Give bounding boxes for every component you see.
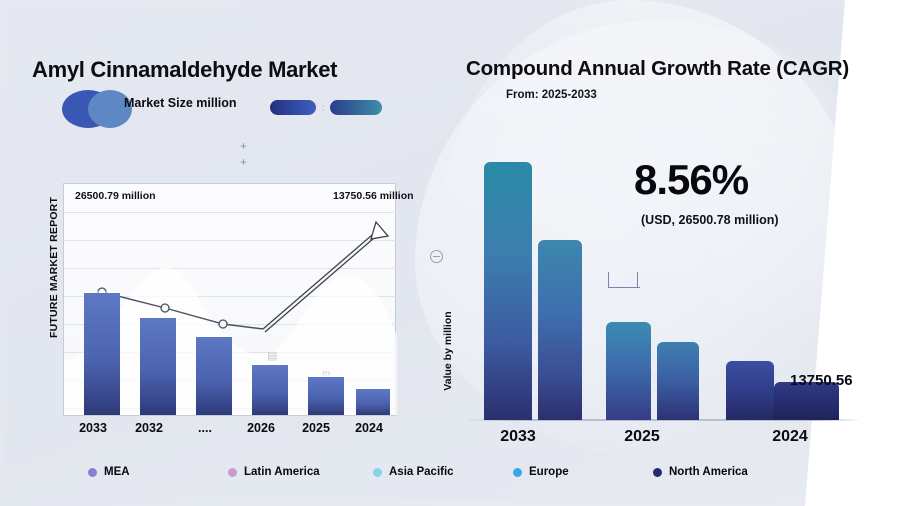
- bar-2025: [308, 375, 344, 415]
- pill-toggle-group[interactable]: :: [270, 100, 383, 115]
- pill-separator: :: [322, 103, 325, 112]
- y-axis-right-label: Value by million: [442, 311, 454, 391]
- bar-2032: [140, 316, 176, 415]
- legend-dot-mea: [88, 467, 97, 477]
- cagr-bar-2025-primary: [606, 322, 651, 420]
- legend-dot-asia-pacific: [373, 467, 382, 477]
- x-label-2025: 2025: [302, 421, 330, 435]
- y-axis-left-label: FUTURE MARKET REPORT: [48, 196, 60, 338]
- cagr-x-label-2025: 2025: [624, 428, 660, 445]
- legend-label-asia-pacific: Asia Pacific: [389, 466, 454, 478]
- market-size-label: Market Size million: [124, 96, 237, 110]
- cagr-bar-2033-primary: [484, 162, 532, 420]
- cagr-bar-2033-secondary: [538, 240, 582, 420]
- cagr-x-label-2033: 2033: [500, 428, 536, 445]
- bar-2033: [84, 291, 120, 415]
- cagr-bar-2025-secondary: [657, 342, 699, 420]
- x-label-dots: ....: [198, 421, 212, 435]
- cagr-bar-2024-secondary: [774, 382, 839, 420]
- bar-2026: [252, 363, 288, 415]
- legend-item-mea[interactable]: MEA: [88, 466, 228, 478]
- cagr-title: Compound Annual Growth Rate (CAGR): [466, 57, 850, 80]
- x-label-2032: 2032: [135, 421, 163, 435]
- x-label-2026: 2026: [247, 421, 275, 435]
- legend-item-europe[interactable]: Europe: [513, 466, 653, 478]
- legend-dot-latin-america: [228, 467, 237, 477]
- cagr-bar-2024-primary: [726, 361, 774, 420]
- pill-secondary[interactable]: [330, 100, 383, 115]
- plus-marks-icon: + +: [240, 139, 248, 169]
- caption-right-value: 13750.56 million: [333, 190, 414, 202]
- bar-dots: [196, 335, 232, 415]
- cagr-note: (USD, 26500.78 million): [641, 213, 779, 227]
- x-label-2024: 2024: [355, 421, 383, 435]
- cagr-chart-baseline: [468, 419, 858, 421]
- bar-2024: [356, 387, 390, 415]
- legend-label-latin-america: Latin America: [244, 466, 320, 478]
- legend-label-mea: MEA: [104, 466, 130, 478]
- cagr-x-label-2024: 2024: [772, 428, 808, 445]
- legend-item-asia-pacific[interactable]: Asia Pacific: [373, 466, 513, 478]
- ghost-tag-icon: ⊡: [322, 370, 330, 381]
- legend-dot-europe: [513, 467, 522, 477]
- bracket-decoration: [608, 272, 640, 288]
- venn-circles-icon: [62, 90, 132, 128]
- legend-label-europe: Europe: [529, 466, 569, 478]
- legend-item-north-america[interactable]: North America: [653, 466, 748, 478]
- bracket-decoration-tick: [637, 272, 639, 288]
- cagr-subtitle: From: 2025-2033: [506, 89, 597, 101]
- legend-dot-north-america: [653, 467, 662, 477]
- market-size-chart-card: ▤ ⊡: [63, 183, 397, 416]
- ghost-doc-icon: ▤: [267, 350, 278, 362]
- x-label-2033: 2033: [79, 421, 107, 435]
- caption-left-value: 26500.79 million: [75, 190, 156, 202]
- cagr-value: 8.56%: [634, 156, 749, 203]
- legend-label-north-america: North America: [669, 466, 748, 478]
- page-title: Amyl Cinnamaldehyde Market: [32, 57, 338, 82]
- pill-primary[interactable]: [270, 100, 316, 115]
- cagr-bar-value-label: 13750.56: [790, 372, 853, 389]
- trend-line-and-arrow: [97, 220, 390, 333]
- legend: MEA Latin America Asia Pacific Europe No…: [88, 466, 748, 478]
- minus-circle-icon: [430, 250, 443, 263]
- legend-item-latin-america[interactable]: Latin America: [228, 466, 373, 478]
